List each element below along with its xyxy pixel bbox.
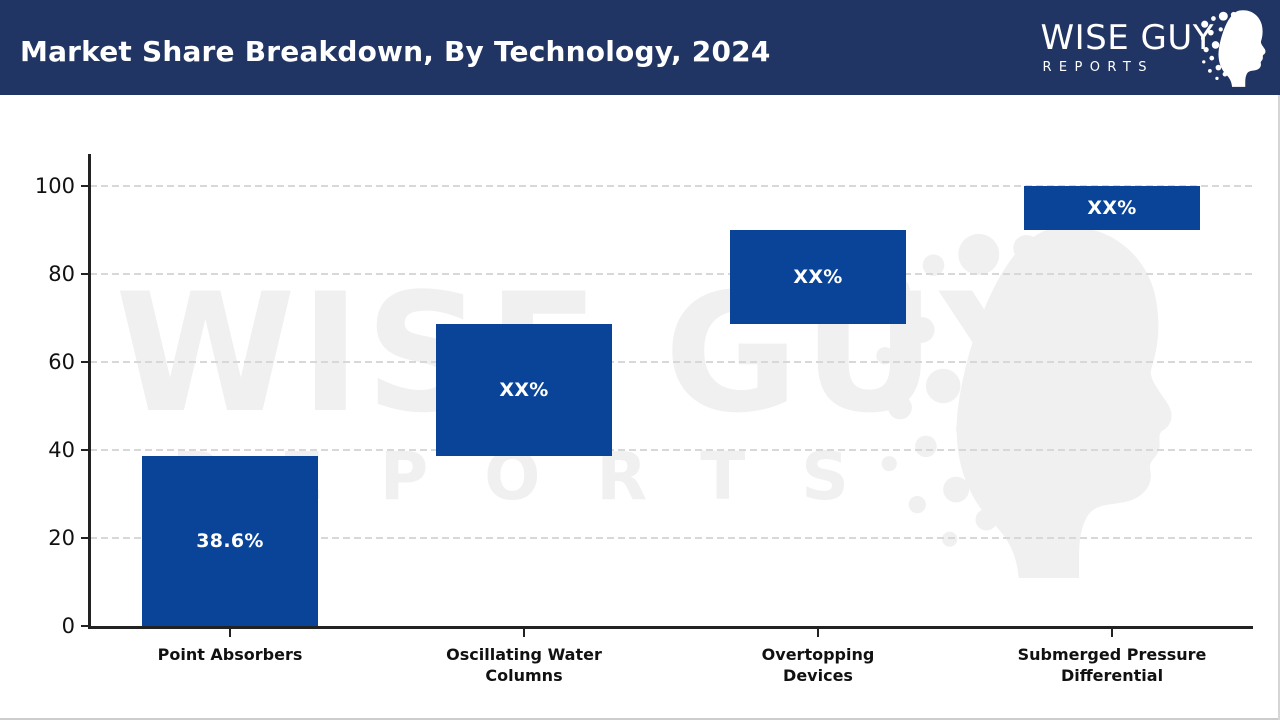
x-axis-category-label: Submerged Pressure Differential	[1017, 645, 1207, 685]
bar-value-label: XX%	[1087, 197, 1137, 219]
gridline-20	[90, 537, 1253, 539]
logo-subtitle: REPORTS	[1042, 59, 1154, 75]
logo-head-icon	[1200, 10, 1266, 87]
x-axis-category-label: Point Absorbers	[157, 645, 303, 664]
x-axis-tick	[817, 629, 819, 637]
logo-wordmark: WISE GUY	[1040, 18, 1214, 59]
y-axis-tick-label: 20	[48, 526, 75, 550]
bar-value-label: XX%	[499, 379, 549, 402]
y-axis-tick	[81, 185, 89, 187]
y-axis-tick-label: 100	[34, 174, 75, 198]
bar-point-absorbers: 38.6%	[142, 456, 318, 626]
y-axis-tick	[81, 449, 89, 451]
gridline-60	[90, 361, 1253, 363]
page-title: Market Share Breakdown, By Technology, 2…	[20, 35, 771, 68]
gridline-40	[90, 449, 1253, 451]
header: Market Share Breakdown, By Technology, 2…	[0, 0, 1280, 95]
bar-value-label: XX%	[793, 266, 843, 289]
gridline-80	[90, 273, 1253, 275]
y-axis-tick-label: 60	[48, 350, 75, 374]
gridline-100	[90, 185, 1253, 187]
bar-submerged-pressure-differential: XX%	[1024, 186, 1200, 230]
x-axis-tick	[1111, 629, 1113, 637]
y-axis-tick	[81, 537, 89, 539]
y-axis-tick-label: 80	[48, 262, 75, 286]
bar-overtopping-devices: XX%	[730, 230, 906, 325]
y-axis-tick	[81, 273, 89, 275]
page-border-bottom	[0, 718, 1280, 720]
y-axis-line	[88, 154, 91, 629]
x-axis-line	[88, 626, 1253, 629]
page-border-right	[1278, 95, 1280, 720]
brand-logo-text: WISE GUY REPORTS	[1040, 18, 1214, 75]
watermark-head-icon	[876, 227, 1172, 578]
x-axis-category-label: Overtopping Devices	[761, 645, 875, 685]
x-axis-tick	[523, 629, 525, 637]
y-axis-tick	[81, 361, 89, 363]
x-axis-category-label: Oscillating Water Columns	[446, 645, 602, 685]
y-axis-tick	[81, 625, 89, 627]
y-axis-tick-label: 40	[48, 438, 75, 462]
y-axis-tick-label: 0	[61, 614, 75, 638]
bar-oscillating-water-columns: XX%	[436, 324, 612, 457]
x-axis-tick	[229, 629, 231, 637]
brand-logo: WISE GUY REPORTS	[1040, 6, 1266, 90]
bar-value-label: 38.6%	[196, 530, 264, 553]
